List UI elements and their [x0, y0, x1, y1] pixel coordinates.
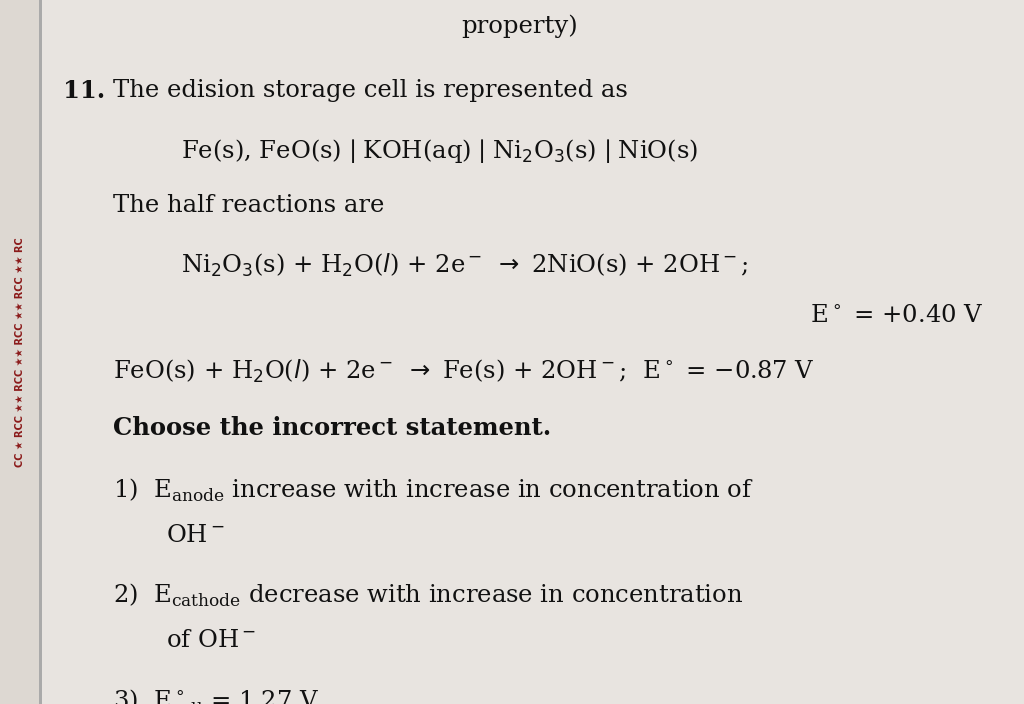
Text: The half reactions are: The half reactions are: [113, 194, 384, 218]
Text: E$^\circ$ = +0.40 V: E$^\circ$ = +0.40 V: [810, 305, 983, 328]
Text: CC ★ RCC ★★ RCC ★★ RCC ★★ RCC ★★ RC: CC ★ RCC ★★ RCC ★★ RCC ★★ RCC ★★ RC: [14, 237, 25, 467]
Text: property): property): [461, 14, 578, 37]
Text: OH$^-$: OH$^-$: [166, 524, 225, 547]
Bar: [0, 0, 39, 704]
Text: 3)  E$^\circ_{\mathregular{cell}}$ = 1.27 V: 3) E$^\circ_{\mathregular{cell}}$ = 1.27…: [113, 686, 318, 704]
Bar: [39, 0, 42, 704]
Text: 11.: 11.: [63, 79, 105, 103]
Text: 1)  E$_{\mathregular{anode}}$ increase with increase in concentration of: 1) E$_{\mathregular{anode}}$ increase wi…: [113, 477, 754, 504]
Text: The edision storage cell is represented as: The edision storage cell is represented …: [113, 79, 628, 102]
Text: Ni$_2$O$_3$(s) + H$_2$O($l$) + 2e$^-$ $\rightarrow$ 2NiO(s) + 2OH$^-$;: Ni$_2$O$_3$(s) + H$_2$O($l$) + 2e$^-$ $\…: [181, 252, 749, 279]
Text: Choose the incorrect statement.: Choose the incorrect statement.: [113, 416, 551, 440]
Text: Fe(s), FeO(s)$\mid$KOH(aq)$\mid$Ni$_2$O$_3$(s)$\mid$NiO(s): Fe(s), FeO(s)$\mid$KOH(aq)$\mid$Ni$_2$O$…: [181, 137, 698, 165]
Text: of OH$^-$: of OH$^-$: [166, 629, 256, 652]
Text: FeO(s) + H$_2$O($l$) + 2e$^-$ $\rightarrow$ Fe(s) + 2OH$^-$;  E$^\circ$ = $-$0.8: FeO(s) + H$_2$O($l$) + 2e$^-$ $\rightarr…: [113, 358, 814, 386]
Text: 2)  E$_{\mathregular{cathode}}$ decrease with increase in concentration: 2) E$_{\mathregular{cathode}}$ decrease …: [113, 582, 743, 609]
